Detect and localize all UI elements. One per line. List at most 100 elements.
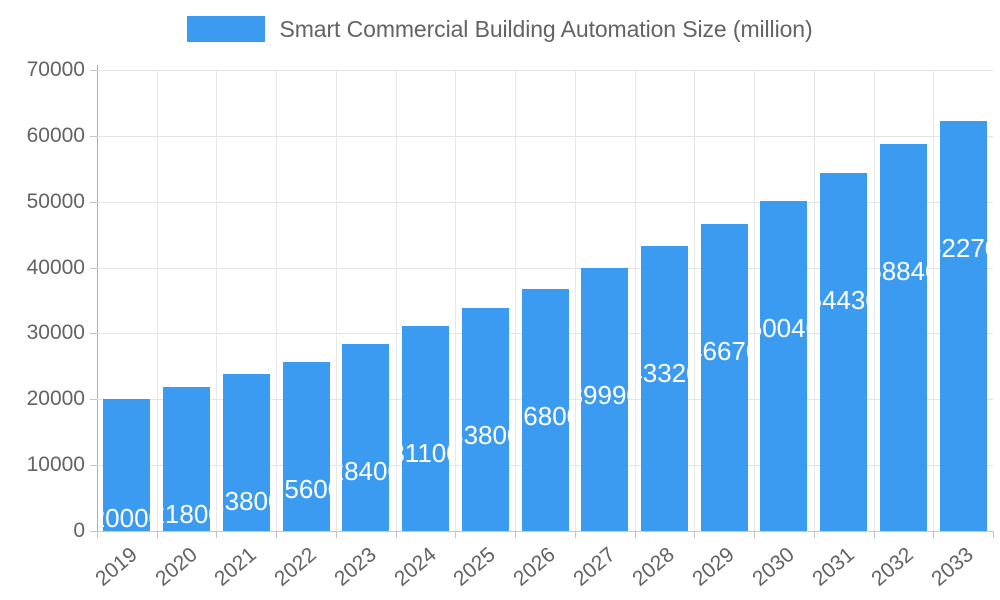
y-tick-mark — [90, 333, 97, 335]
y-axis: 0 10000 20000 30000 40000 50000 60000 70000 — [0, 0, 97, 600]
y-tick-mark — [90, 201, 97, 203]
x-tick-mark — [216, 531, 218, 538]
x-tick-mark — [694, 531, 696, 538]
y-gridline — [97, 135, 993, 137]
x-axis-tick-label: 2022 — [270, 543, 321, 591]
x-tick-mark — [395, 531, 397, 538]
bar-2020[interactable]: 21800 — [163, 387, 211, 531]
x-axis-tick-label: 2024 — [389, 543, 441, 591]
y-axis-tick-label: 40000 — [26, 255, 85, 279]
bar-2033[interactable]: 62270 — [939, 120, 987, 531]
x-axis-tick-label: 2030 — [748, 543, 799, 591]
y-tick-mark — [90, 531, 97, 532]
x-gridline — [395, 70, 397, 531]
x-axis-tick-label: 2028 — [628, 543, 680, 591]
bar-value-label: 23800 — [223, 486, 270, 517]
y-gridline — [97, 70, 993, 71]
x-gridline — [455, 70, 457, 531]
chart-legend: Smart Commercial Building Automation Siz… — [0, 12, 1000, 46]
x-axis-tick-label: 2032 — [867, 543, 919, 591]
x-tick-mark — [873, 531, 875, 538]
y-axis-tick-label: 10000 — [26, 453, 85, 477]
x-gridline — [933, 70, 935, 531]
bar-2019[interactable]: 20000 — [103, 399, 151, 531]
bar-value-label: 46670 — [701, 335, 748, 366]
x-axis-tick-label: 2031 — [807, 543, 859, 591]
x-gridline — [276, 70, 278, 531]
x-tick-mark — [754, 531, 756, 538]
x-gridline — [694, 70, 696, 531]
bar-2028[interactable]: 43320 — [640, 245, 688, 531]
bar-2026[interactable]: 36800 — [521, 288, 569, 531]
bar-value-label: 50040 — [760, 313, 807, 344]
x-gridline — [574, 70, 576, 531]
bar-value-label: 20000 — [103, 503, 150, 531]
x-axis: 2019 2020 2021 2022 2023 2024 2025 2026 2027 2028… — [91, 531, 994, 600]
x-tick-mark — [933, 531, 935, 538]
y-axis-tick-label: 50000 — [26, 189, 85, 213]
x-gridline — [156, 70, 158, 531]
bar-2032[interactable]: 58840 — [879, 143, 927, 531]
bar-2029[interactable]: 46670 — [700, 223, 748, 531]
bar-2025[interactable]: 33800 — [461, 308, 509, 531]
plot-area: 20000 21800 23800 25600 28400 31100 33800 36800… — [97, 70, 993, 531]
bar-value-label: 28400 — [342, 455, 389, 486]
y-axis-tick-label: 20000 — [26, 387, 85, 411]
y-tick-mark — [90, 399, 97, 401]
x-gridline — [813, 70, 815, 531]
y-tick-mark — [90, 465, 97, 467]
x-axis-tick-label: 2026 — [509, 543, 560, 591]
x-gridline — [754, 70, 756, 531]
bar-2030[interactable]: 50040 — [760, 201, 808, 531]
y-tick-mark — [90, 70, 97, 71]
bar-value-label: 58840 — [880, 255, 927, 286]
x-tick-mark — [813, 531, 815, 538]
x-gridline — [873, 70, 875, 531]
x-tick-mark — [455, 531, 457, 538]
y-axis-line — [97, 65, 98, 532]
bar-value-label: 21800 — [163, 499, 210, 530]
y-axis-tick-label: 0 — [73, 519, 85, 542]
bar-2027[interactable]: 39990 — [581, 267, 629, 531]
bar-value-label: 33800 — [462, 420, 509, 451]
y-axis-tick-label: 70000 — [26, 58, 85, 81]
bar-value-label: 39990 — [581, 379, 628, 410]
x-tick-mark — [276, 531, 278, 538]
bar-value-label: 31100 — [402, 438, 449, 469]
x-axis-tick-label: 2033 — [927, 543, 978, 591]
legend-label-series-0[interactable]: Smart Commercial Building Automation Siz… — [279, 15, 813, 42]
y-gridline — [97, 267, 993, 269]
bar-value-label: 43320 — [641, 357, 688, 388]
y-gridline — [97, 201, 993, 203]
x-tick-mark — [97, 531, 98, 538]
y-tick-mark — [90, 267, 97, 269]
x-gridline — [634, 70, 636, 531]
x-axis-tick-label: 2029 — [688, 543, 739, 591]
x-gridline — [216, 70, 218, 531]
bar-2021[interactable]: 23800 — [222, 374, 270, 531]
x-axis-tick-label: 2020 — [150, 543, 202, 591]
x-axis-tick-label: 2025 — [449, 543, 501, 591]
bar-2022[interactable]: 25600 — [282, 362, 330, 531]
y-axis-tick-label: 30000 — [26, 321, 85, 345]
x-axis-tick-label: 2023 — [330, 543, 381, 591]
x-tick-mark — [515, 531, 517, 538]
x-axis-line — [97, 531, 993, 532]
bar-2031[interactable]: 54430 — [820, 172, 868, 531]
bar-2023[interactable]: 28400 — [342, 343, 390, 531]
bar-value-label: 62270 — [940, 232, 987, 263]
x-tick-mark — [574, 531, 576, 538]
x-tick-mark — [156, 531, 158, 538]
x-gridline — [335, 70, 337, 531]
legend-swatch-series-0[interactable] — [187, 16, 266, 42]
x-axis-tick-label: 2021 — [210, 543, 262, 591]
y-axis-tick-label: 60000 — [26, 123, 85, 147]
bar-2024[interactable]: 31100 — [402, 326, 450, 531]
x-gridline — [515, 70, 517, 531]
x-tick-mark — [634, 531, 636, 538]
bar-value-label: 36800 — [522, 400, 569, 431]
x-tick-mark — [335, 531, 337, 538]
y-tick-mark — [90, 135, 97, 137]
bar-value-label: 25600 — [283, 474, 330, 505]
